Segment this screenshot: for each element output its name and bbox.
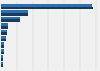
Bar: [1, 45, 4, 48]
Bar: [1, 42, 4, 45]
Bar: [1, 39, 6, 41]
Bar: [1, 36, 6, 39]
Bar: [1, 23, 8, 26]
Bar: [1, 52, 4, 54]
Bar: [1, 49, 4, 52]
Bar: [1, 26, 8, 29]
Bar: [1, 19, 20, 22]
Bar: [1, 10, 28, 13]
Bar: [1, 17, 20, 19]
Bar: [1, 32, 8, 35]
Bar: [1, 62, 3, 64]
Bar: [1, 7, 93, 9]
Bar: [1, 55, 3, 58]
Bar: [1, 64, 3, 67]
Bar: [1, 58, 3, 61]
Bar: [1, 13, 28, 16]
Bar: [1, 30, 7, 32]
Bar: [1, 4, 92, 7]
